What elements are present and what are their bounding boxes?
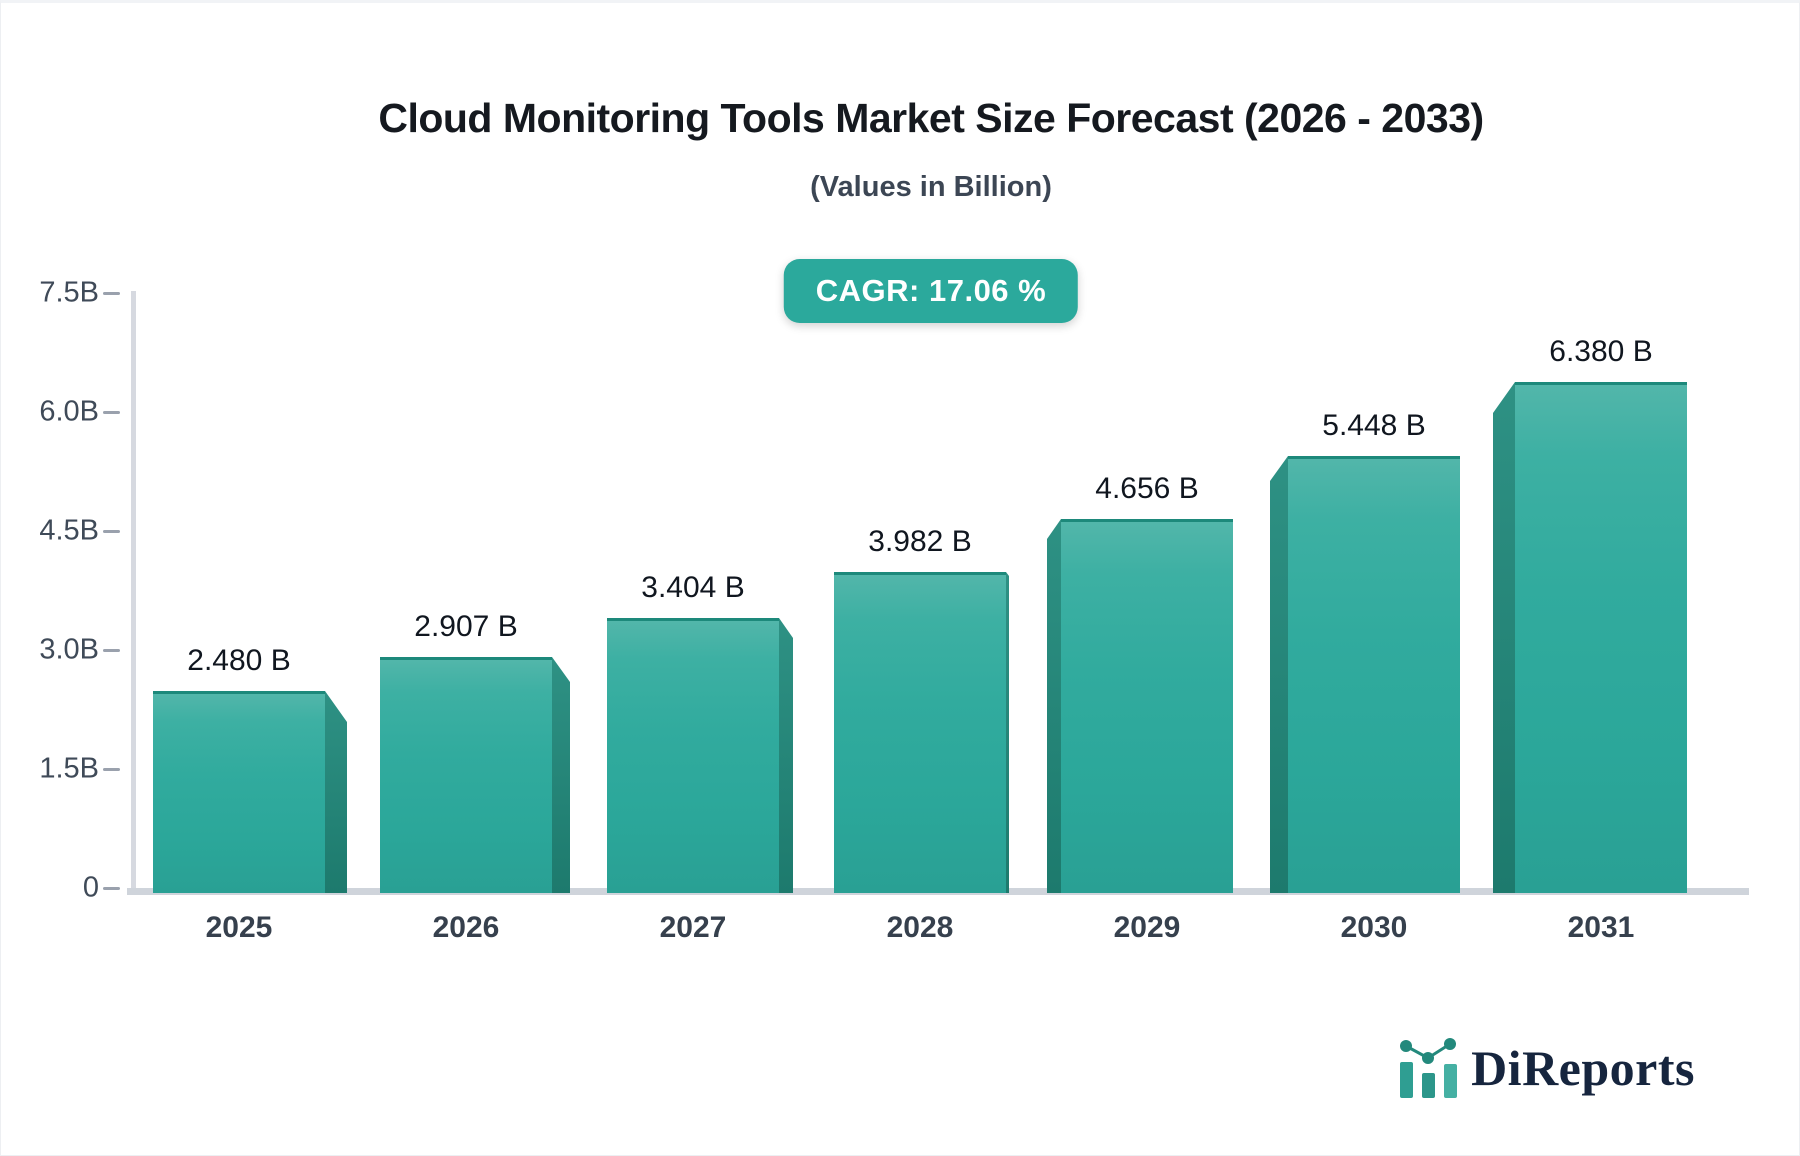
y-tick-mark xyxy=(103,768,120,771)
bar-value-label: 6.380 B xyxy=(1549,335,1653,368)
y-tick-label: 1.5B xyxy=(39,752,99,785)
logo-chart-icon xyxy=(1400,1038,1458,1098)
y-tick-mark xyxy=(103,292,120,295)
y-tick-mark xyxy=(103,887,120,890)
x-axis-label: 2031 xyxy=(1567,911,1635,944)
bar-value-label: 2.480 B xyxy=(187,644,291,677)
bar-value-label: 2.907 B xyxy=(414,610,518,643)
bar-side-face xyxy=(1006,572,1009,893)
bar-2028 xyxy=(834,572,1006,893)
x-axis-label: 2029 xyxy=(1113,911,1181,944)
x-axis-label: 2027 xyxy=(659,911,727,944)
bar-side-face xyxy=(552,657,570,893)
bar-2025 xyxy=(153,691,325,893)
x-axis-label: 2025 xyxy=(205,911,273,944)
bar-value-label: 5.448 B xyxy=(1322,409,1426,442)
y-tick-mark xyxy=(103,530,120,533)
bar-side-face xyxy=(1493,382,1515,893)
bar-2026 xyxy=(380,657,552,893)
y-tick-mark xyxy=(103,411,120,414)
bar-value-label: 3.404 B xyxy=(641,571,745,604)
bar-2030 xyxy=(1288,456,1460,893)
y-tick-label: 3.0B xyxy=(39,633,99,666)
y-tick-label: 7.5B xyxy=(39,276,99,309)
cagr-badge: CAGR: 17.06 % xyxy=(783,259,1079,323)
chart-subtitle: (Values in Billion) xyxy=(810,171,1052,203)
y-tick-label: 4.5B xyxy=(39,514,99,547)
chart-title: Cloud Monitoring Tools Market Size Forec… xyxy=(378,95,1484,141)
bar-value-label: 4.656 B xyxy=(1095,472,1199,505)
bar-side-face xyxy=(1047,519,1061,893)
logo-text: DiReports xyxy=(1471,1040,1695,1096)
y-axis-line xyxy=(131,291,136,893)
brand-logo: DiReports xyxy=(1397,1037,1695,1099)
bar-2027 xyxy=(607,618,779,893)
y-tick-label: 6.0B xyxy=(39,395,99,428)
x-axis-label: 2030 xyxy=(1340,911,1408,944)
bar-side-face xyxy=(1270,456,1288,893)
y-tick-label: 0 xyxy=(82,871,99,904)
bar-side-face xyxy=(779,618,793,893)
x-axis-label: 2026 xyxy=(432,911,500,944)
bar-2031 xyxy=(1515,382,1687,893)
bar-side-face xyxy=(325,691,347,893)
bar-value-label: 3.982 B xyxy=(868,525,972,558)
bar-2029 xyxy=(1061,519,1233,893)
x-axis-label: 2028 xyxy=(886,911,954,944)
y-tick-mark xyxy=(103,649,120,652)
